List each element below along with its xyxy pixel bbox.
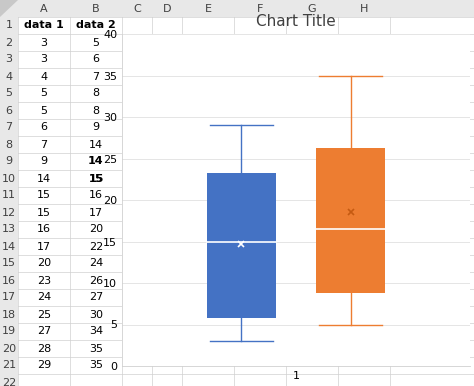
Text: 7: 7 (92, 71, 100, 81)
Text: 6: 6 (6, 105, 12, 115)
Text: 17: 17 (89, 208, 103, 217)
Text: 5: 5 (40, 105, 47, 115)
Text: 35: 35 (89, 344, 103, 354)
Text: 2: 2 (5, 37, 13, 47)
Text: 1: 1 (6, 20, 12, 30)
Text: 3: 3 (40, 37, 47, 47)
Text: 22: 22 (2, 378, 16, 386)
Text: 7: 7 (40, 139, 47, 149)
Text: 9: 9 (5, 156, 13, 166)
Text: 14: 14 (37, 173, 51, 183)
Text: 8: 8 (5, 139, 13, 149)
Text: 19: 19 (2, 327, 16, 337)
Text: 15: 15 (88, 173, 104, 183)
Text: 6: 6 (40, 122, 47, 132)
Text: G: G (308, 3, 316, 14)
Text: data 1: data 1 (24, 20, 64, 30)
Text: E: E (204, 3, 211, 14)
Text: 10: 10 (2, 173, 16, 183)
Text: 9: 9 (92, 122, 100, 132)
Text: 16: 16 (89, 191, 103, 200)
Text: 21: 21 (2, 361, 16, 371)
Text: 14: 14 (89, 139, 103, 149)
Bar (316, 148, 385, 293)
Text: 12: 12 (2, 208, 16, 217)
Text: H: H (360, 3, 368, 14)
Text: 30: 30 (89, 310, 103, 320)
Text: 9: 9 (40, 156, 47, 166)
Text: 6: 6 (92, 54, 100, 64)
Text: 3: 3 (40, 54, 47, 64)
Text: 25: 25 (37, 310, 51, 320)
Bar (207, 173, 276, 318)
Text: 14: 14 (88, 156, 104, 166)
Text: 15: 15 (37, 191, 51, 200)
Text: 14: 14 (2, 242, 16, 252)
Text: 35: 35 (89, 361, 103, 371)
Text: 28: 28 (37, 344, 51, 354)
Text: 16: 16 (37, 225, 51, 235)
Text: 15: 15 (89, 173, 103, 183)
Text: 20: 20 (2, 344, 16, 354)
Text: 24: 24 (37, 293, 51, 303)
Text: C: C (133, 3, 141, 14)
Text: B: B (92, 3, 100, 14)
Text: 13: 13 (2, 225, 16, 235)
Text: 7: 7 (5, 122, 13, 132)
Text: F: F (257, 3, 263, 14)
Text: 8: 8 (92, 88, 100, 98)
Bar (0, 0, 474, 17)
Text: D: D (163, 3, 171, 14)
Text: 3: 3 (6, 54, 12, 64)
Text: A: A (40, 3, 48, 14)
Text: 29: 29 (37, 361, 51, 371)
Text: 5: 5 (92, 37, 100, 47)
Text: 20: 20 (89, 225, 103, 235)
Title: Chart Title: Chart Title (256, 14, 336, 29)
Text: 24: 24 (89, 259, 103, 269)
Text: 8: 8 (92, 105, 100, 115)
Text: 15: 15 (37, 208, 51, 217)
Text: 18: 18 (2, 310, 16, 320)
Text: 26: 26 (89, 276, 103, 286)
Text: 4: 4 (40, 71, 47, 81)
Text: 20: 20 (37, 259, 51, 269)
Text: 22: 22 (89, 242, 103, 252)
Text: 17: 17 (37, 242, 51, 252)
Text: data 2: data 2 (76, 20, 116, 30)
Text: 16: 16 (2, 276, 16, 286)
Text: 11: 11 (2, 191, 16, 200)
Text: 5: 5 (40, 88, 47, 98)
Text: 4: 4 (5, 71, 13, 81)
Text: 27: 27 (89, 293, 103, 303)
Text: 17: 17 (2, 293, 16, 303)
Bar (0, 0, 18, 386)
Text: 34: 34 (89, 327, 103, 337)
Text: 5: 5 (6, 88, 12, 98)
Text: 14: 14 (89, 156, 103, 166)
Text: 27: 27 (37, 327, 51, 337)
Polygon shape (0, 0, 18, 17)
Text: 15: 15 (2, 259, 16, 269)
Text: 23: 23 (37, 276, 51, 286)
